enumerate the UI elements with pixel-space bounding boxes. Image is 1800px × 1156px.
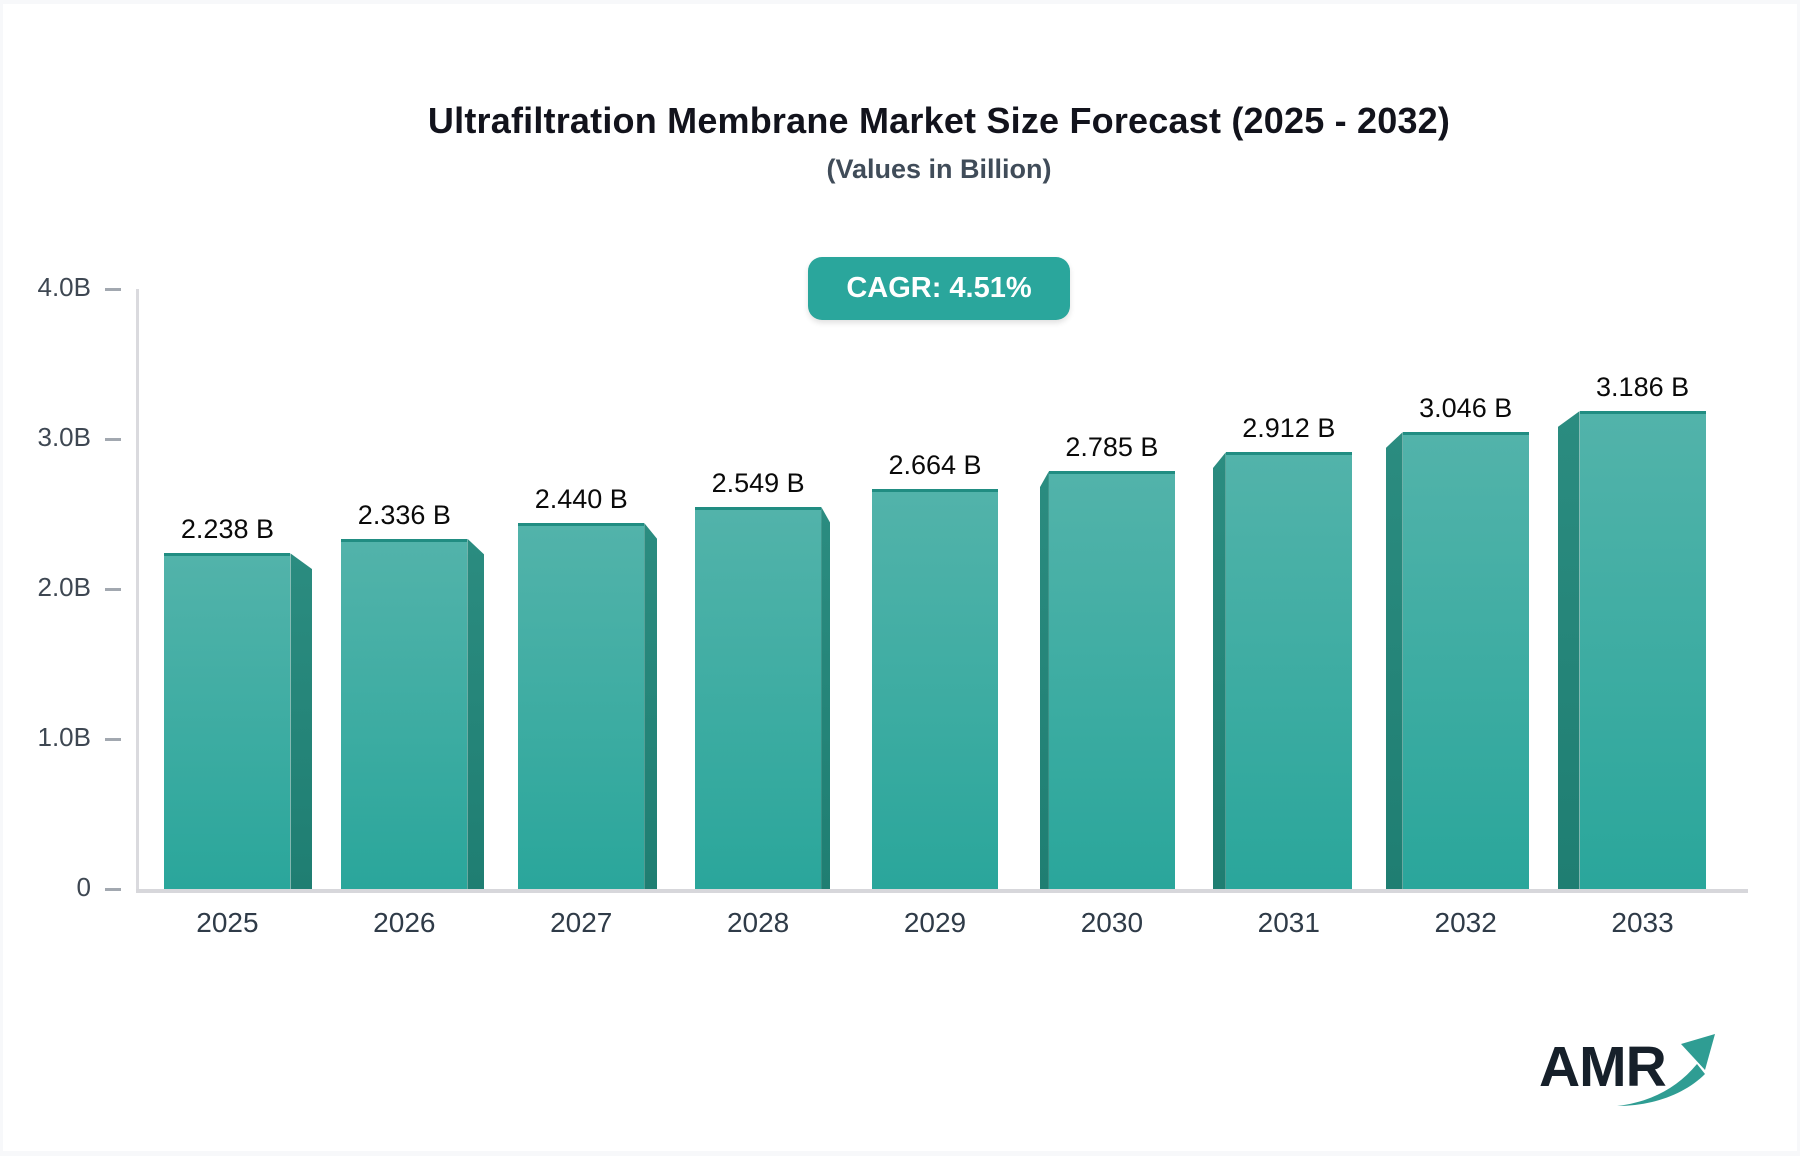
bars-container: 2.238 B 2025 2.336 B 2026 2.440 B 2027 2.549 B… xyxy=(139,289,1731,938)
x-tick-label: 2031 xyxy=(1257,907,1320,938)
bar-group-2028: 2.549 B 2028 xyxy=(670,289,847,938)
bar-side-face xyxy=(290,553,313,889)
bar xyxy=(518,523,645,889)
growth-arrow-icon xyxy=(1617,1034,1715,1106)
bar-group-2031: 2.912 B 2031 xyxy=(1200,289,1377,938)
y-tick-mark xyxy=(105,437,121,441)
x-tick-label: 2027 xyxy=(550,907,613,938)
chart-card: Ultrafiltration Membrane Market Size For… xyxy=(3,4,1797,1151)
x-tick-label: 2025 xyxy=(196,907,259,938)
bar-value-label: 3.186 B xyxy=(1596,372,1690,403)
y-tick-mark xyxy=(105,887,121,891)
bar-group-2027: 2.440 B 2027 xyxy=(493,289,670,938)
chart-subtitle: (Values in Billion) xyxy=(826,154,1052,184)
x-tick-label: 2026 xyxy=(373,907,436,938)
bar-value-label: 2.912 B xyxy=(1242,413,1336,444)
chart-title: Ultrafiltration Membrane Market Size For… xyxy=(427,100,1451,141)
bar-side-face xyxy=(1039,471,1049,889)
y-tick-label: 0 xyxy=(76,872,91,902)
bar xyxy=(164,553,291,889)
x-tick-label: 2028 xyxy=(726,907,790,938)
bar-value-label: 3.046 B xyxy=(1419,393,1513,424)
bar-side-face xyxy=(1557,411,1580,889)
cagr-badge: CAGR: 4.51% xyxy=(808,257,1070,320)
bar-group-2025: 2.238 B 2025 xyxy=(139,289,316,938)
y-tick-mark xyxy=(105,587,121,591)
x-axis-line xyxy=(136,889,1748,893)
bar-side-face xyxy=(821,506,831,889)
x-tick-label: 2030 xyxy=(1080,907,1144,938)
bar xyxy=(872,489,998,889)
bar-value-label: 2.238 B xyxy=(180,514,274,545)
bar-side-face xyxy=(1385,432,1403,889)
bar-value-label: 2.785 B xyxy=(1065,432,1159,463)
y-tick-label: 2.0B xyxy=(37,572,92,602)
bar-value-label: 2.549 B xyxy=(711,467,805,498)
bar xyxy=(1579,411,1706,889)
amr-logo-text: AMR xyxy=(1539,1035,1667,1099)
bar-group-2026: 2.336 B 2026 xyxy=(316,289,493,938)
bar-value-label: 2.440 B xyxy=(534,484,628,514)
bar-value-label: 2.336 B xyxy=(357,499,451,530)
bar-side-face xyxy=(1212,452,1226,889)
x-tick-label: 2029 xyxy=(903,907,967,938)
bar-side-face xyxy=(467,538,485,889)
y-tick-mark xyxy=(105,737,121,741)
bar-group-2030: 2.785 B 2030 xyxy=(1023,289,1200,938)
x-tick-label: 2033 xyxy=(1611,907,1674,938)
amr-logo: AMR xyxy=(1539,1034,1729,1114)
bar xyxy=(1048,471,1175,889)
bar-side-face xyxy=(644,523,658,889)
cagr-badge-row: CAGR: 4.51% xyxy=(133,257,1745,320)
bar-group-2029: 2.664 B 2029 xyxy=(847,289,1024,938)
x-tick-label: 2032 xyxy=(1434,907,1497,938)
bar-value-label: 2.664 B xyxy=(888,450,982,481)
bar-group-2033: 3.186 B 2033 xyxy=(1554,289,1731,938)
y-tick-label: 1.0B xyxy=(37,722,92,752)
bar-group-2032: 3.046 B 2032 xyxy=(1377,289,1554,938)
bar xyxy=(1402,432,1529,889)
bar xyxy=(1225,452,1352,889)
y-tick-label: 3.0B xyxy=(37,422,92,452)
bar xyxy=(695,506,822,889)
bar-chart-plot: 0 1.0B 2.0B 3.0B 4.0B 2.238 B 2025 2.336 B 2026… xyxy=(38,272,1748,938)
bar xyxy=(341,538,468,889)
y-tick-label: 4.0B xyxy=(37,272,92,302)
y-tick-mark xyxy=(105,287,121,291)
